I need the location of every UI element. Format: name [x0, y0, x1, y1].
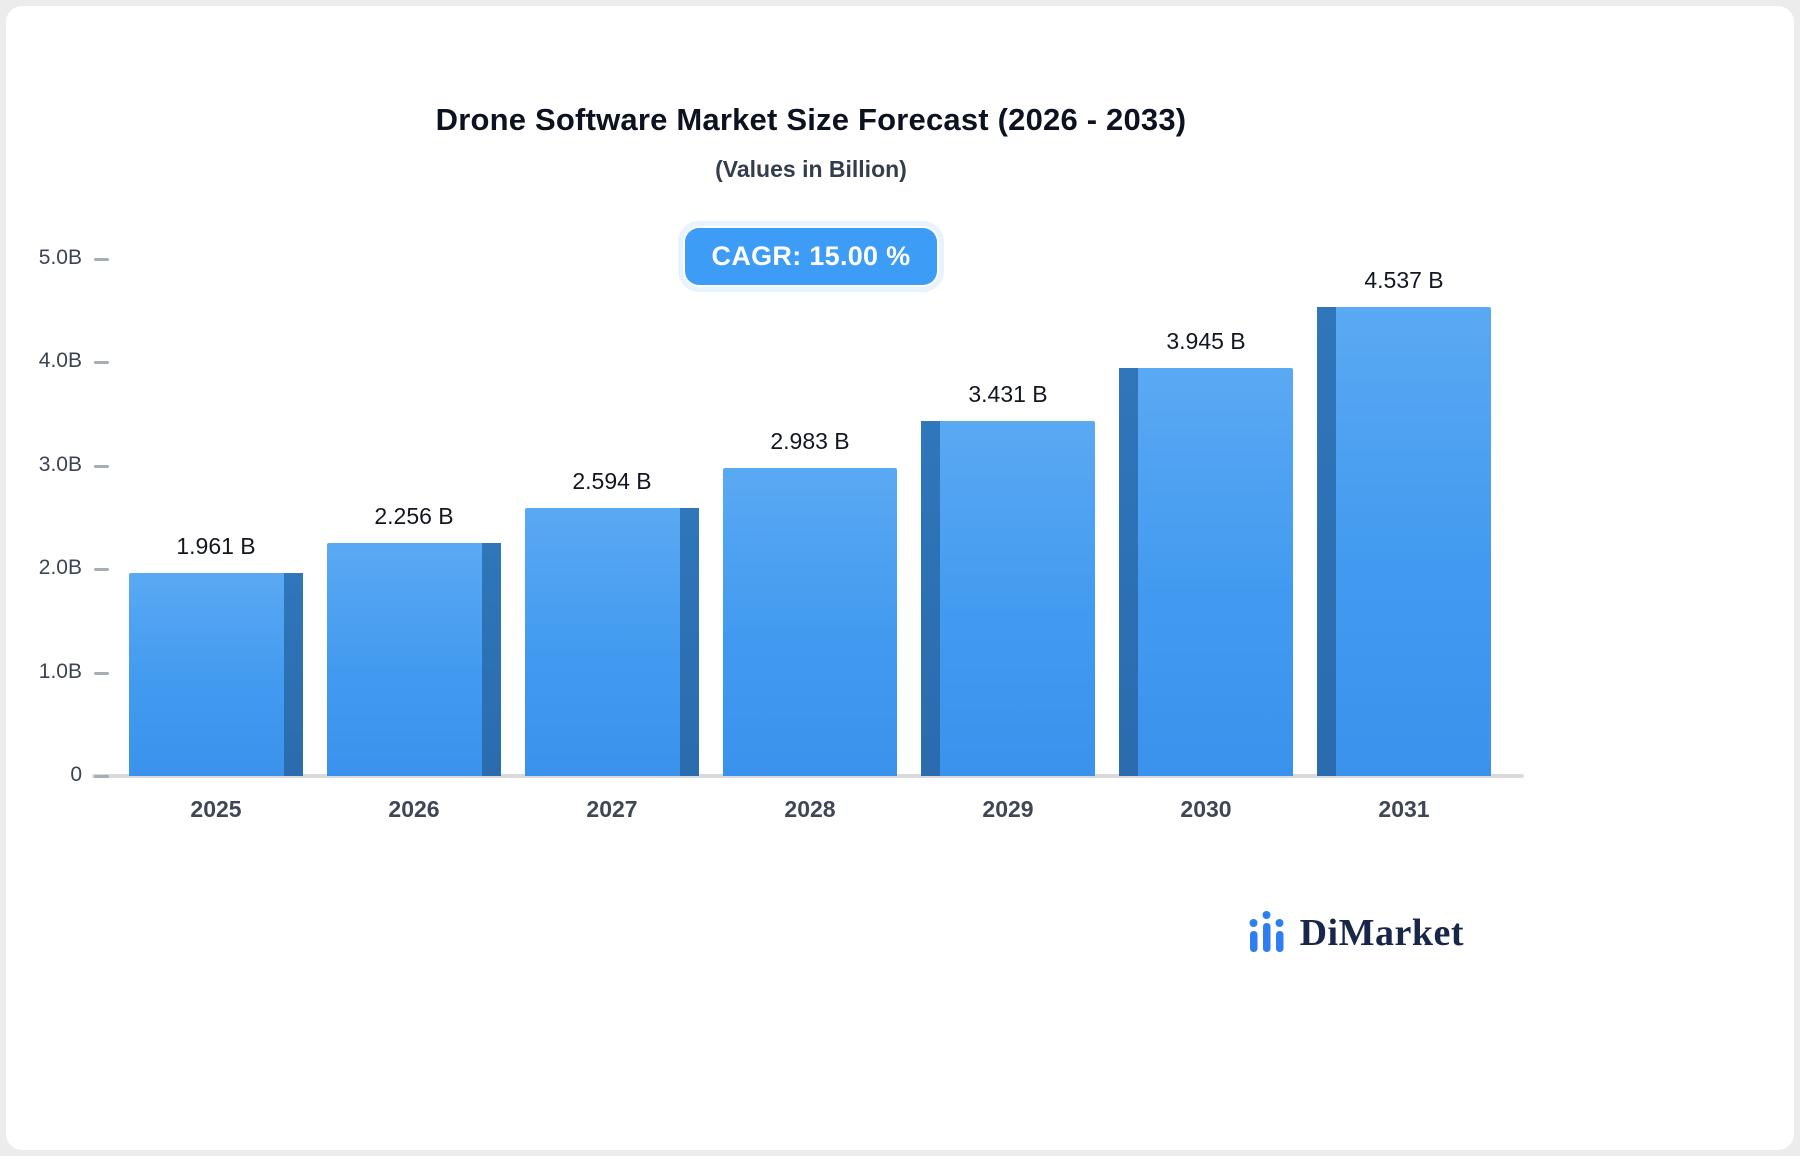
- dimarket-icon: [1249, 911, 1284, 952]
- bar-side-face: [482, 542, 501, 776]
- x-axis-line: [92, 774, 1524, 778]
- y-tick-label: 2.0B: [38, 556, 82, 580]
- bar-face: [723, 467, 897, 776]
- bar[interactable]: [1317, 306, 1491, 776]
- brand-logo: DiMarket: [1244, 910, 1464, 956]
- bar[interactable]: [129, 573, 303, 776]
- bar-value-label: 2.594 B: [572, 467, 652, 494]
- bar-side-face: [284, 573, 303, 776]
- x-axis-label: 2028: [784, 796, 836, 822]
- bar-face: [1119, 368, 1293, 776]
- bar-value-label: 4.537 B: [1364, 266, 1444, 293]
- bar-face: [525, 507, 699, 776]
- bar[interactable]: [525, 507, 699, 776]
- chart-title: Drone Software Market Size Forecast (202…: [435, 102, 1187, 137]
- y-tick-label: 3.0B: [38, 452, 82, 476]
- y-tick-label: 4.0B: [38, 349, 82, 373]
- bar-face: [1317, 306, 1491, 776]
- y-tick-label: 0: [70, 763, 82, 786]
- x-axis-label: 2027: [586, 796, 638, 822]
- y-tick-label: 1.0B: [38, 659, 82, 683]
- y-tick-mark: [94, 671, 109, 675]
- x-axis-label: 2031: [1378, 796, 1430, 822]
- bar[interactable]: [723, 467, 897, 776]
- y-tick-mark: [94, 258, 109, 261]
- cagr-badge-zone: CAGR: 15.00 %: [6, 228, 1616, 285]
- bar-face: [921, 421, 1095, 776]
- y-tick-mark: [94, 568, 109, 572]
- bar-value-label: 1.961 B: [176, 533, 256, 560]
- bar-side-face: [680, 507, 699, 776]
- y-tick-mark: [94, 464, 109, 468]
- y-tick-mark: [94, 775, 109, 778]
- bar-side-face: [1119, 368, 1138, 776]
- x-axis-label: 2025: [190, 796, 242, 822]
- bar-side-face: [921, 421, 940, 776]
- y-tick-label: 5.0B: [38, 246, 82, 269]
- chart-subtitle: (Values in Billion): [715, 156, 907, 182]
- chart-card: Drone Software Market Size Forecast (202…: [6, 6, 1794, 1150]
- x-axis-label: 2026: [388, 796, 440, 822]
- bar[interactable]: [327, 542, 501, 776]
- bar-value-label: 2.256 B: [374, 502, 454, 529]
- bar[interactable]: [921, 421, 1095, 776]
- brand-name: DiMarket: [1299, 912, 1464, 954]
- bar[interactable]: [1119, 368, 1293, 776]
- x-axis-label: 2029: [982, 796, 1034, 822]
- x-axis-label: 2030: [1180, 796, 1232, 822]
- y-tick-mark: [94, 361, 109, 365]
- bar-face: [129, 573, 303, 776]
- bar-value-label: 3.431 B: [968, 381, 1048, 408]
- bar-side-face: [1317, 306, 1336, 776]
- plot-area: 5.0B 4.0B 3.0B 2.0B 1.0B 0 1.961 B 2025 2.256 B 2…: [6, 6, 1794, 1150]
- bar-value-label: 3.945 B: [1166, 328, 1246, 355]
- cagr-badge: CAGR: 15.00 %: [684, 228, 938, 285]
- bar-face: [327, 542, 501, 776]
- bar-value-label: 2.983 B: [770, 427, 850, 454]
